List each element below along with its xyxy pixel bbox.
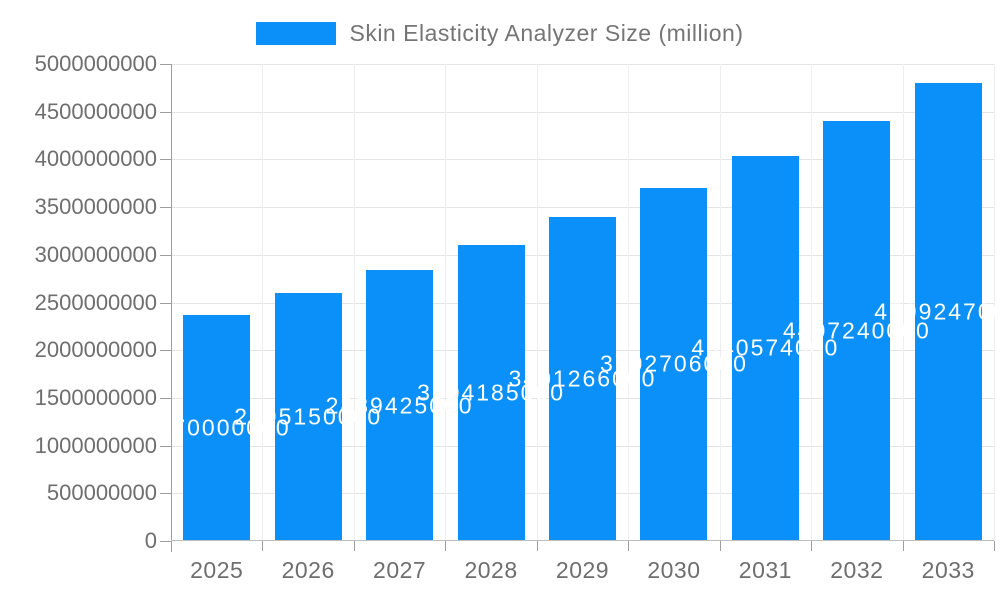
y-axis-tick-label: 4500000000 <box>34 98 157 124</box>
gridline <box>171 207 994 209</box>
y-axis-labels: 5000000000 4500000000 4000000000 3500000000… <box>0 0 157 600</box>
bar-value-label: 2595150000 <box>234 403 383 430</box>
y-axis-tick-label: 0 <box>144 528 157 553</box>
y-axis-line <box>171 64 172 552</box>
bar-value-label: 2370000000 <box>142 414 291 441</box>
y-axis-tick <box>160 397 171 399</box>
x-axis-category-label: 2032 <box>830 557 884 583</box>
gridline <box>171 64 994 65</box>
gridline <box>171 111 994 113</box>
bar-value-label: 4407240000 <box>782 317 931 344</box>
gridline-vertical <box>262 64 264 541</box>
x-axis-category-label: 2031 <box>738 557 792 583</box>
bar-value-label: 2839425000 <box>325 392 474 419</box>
y-axis-tick-label: 3000000000 <box>34 241 157 267</box>
bar-2033[interactable] <box>914 83 982 541</box>
legend-swatch-icon[interactable] <box>256 22 337 45</box>
bar-2026[interactable] <box>274 293 342 541</box>
bar-2032[interactable] <box>823 120 891 541</box>
gridline-vertical <box>719 64 721 541</box>
x-axis-tick <box>445 541 447 551</box>
bar-value-label: 4799247000 <box>874 298 1000 325</box>
y-axis-tick-label: 3500000000 <box>34 194 157 220</box>
y-axis-tick <box>160 111 171 113</box>
x-axis-tick <box>994 541 995 551</box>
x-axis-category-label: 2033 <box>921 557 975 583</box>
x-axis-category-label: 2030 <box>647 557 701 583</box>
gridline-vertical <box>902 64 904 541</box>
x-axis-tick <box>262 541 264 551</box>
bar-2029[interactable] <box>549 216 616 541</box>
x-axis-tick <box>902 541 904 551</box>
y-axis-tick <box>160 445 171 447</box>
y-axis-tick-label: 2000000000 <box>34 337 157 363</box>
bar-2028[interactable] <box>457 244 525 541</box>
x-axis-tick <box>536 541 538 551</box>
y-axis-tick <box>160 493 171 495</box>
bar-value-label: 3104185000 <box>417 379 566 406</box>
x-axis-category-label: 2027 <box>373 557 427 583</box>
y-axis-tick <box>160 302 171 304</box>
x-axis-tick <box>628 541 630 551</box>
y-axis-tick-label: 2500000000 <box>34 289 157 315</box>
x-axis-tick <box>353 541 355 551</box>
x-axis-category-label: 2025 <box>190 557 244 583</box>
gridline-vertical <box>536 64 538 541</box>
y-axis-tick-label: 1500000000 <box>34 384 157 410</box>
gridline-vertical <box>353 64 355 541</box>
bar-2025[interactable] <box>183 314 251 541</box>
y-axis-tick <box>160 350 171 352</box>
y-axis-tick <box>160 64 171 65</box>
bar-value-label: 3702706000 <box>599 350 748 377</box>
plot-area: 2370000000 2595150000 2839425000 3104185000… <box>143 64 1000 552</box>
y-axis-tick-label: 4000000000 <box>34 146 157 172</box>
x-axis-line <box>171 540 994 541</box>
y-axis-tick-label: 5000000000 <box>34 51 157 76</box>
y-axis-tick <box>160 254 171 256</box>
gridline <box>171 159 994 161</box>
gridline-vertical <box>994 64 995 541</box>
bar-2031[interactable] <box>731 155 799 541</box>
y-axis-tick <box>160 159 171 161</box>
y-axis-tick-label: 500000000 <box>46 480 157 506</box>
bar-2030[interactable] <box>640 187 708 541</box>
x-axis-category-label: 2028 <box>464 557 518 583</box>
bar-2027[interactable] <box>366 270 434 541</box>
chart-title: Skin Elasticity Analyzer Size (million) <box>349 20 744 46</box>
bar-value-label: 3401266000 <box>508 365 657 392</box>
legend[interactable]: Skin Elasticity Analyzer Size (million) <box>0 20 1000 47</box>
gridline-vertical <box>445 64 447 541</box>
x-axis-category-label: 2029 <box>555 557 610 583</box>
y-axis-tick <box>160 541 171 542</box>
gridline-vertical <box>628 64 630 541</box>
y-axis-tick-label: 1000000000 <box>34 432 157 458</box>
gridline-vertical <box>811 64 813 541</box>
x-axis-tick <box>719 541 721 551</box>
x-axis-tick <box>811 541 813 551</box>
y-axis-tick <box>160 207 171 209</box>
x-axis-category-label: 2026 <box>281 557 335 583</box>
x-axis-labels: 2025 2026 2027 2028 2029 2030 2031 2032 2033 <box>171 557 994 587</box>
bar-value-label: 4040574000 <box>691 334 840 361</box>
